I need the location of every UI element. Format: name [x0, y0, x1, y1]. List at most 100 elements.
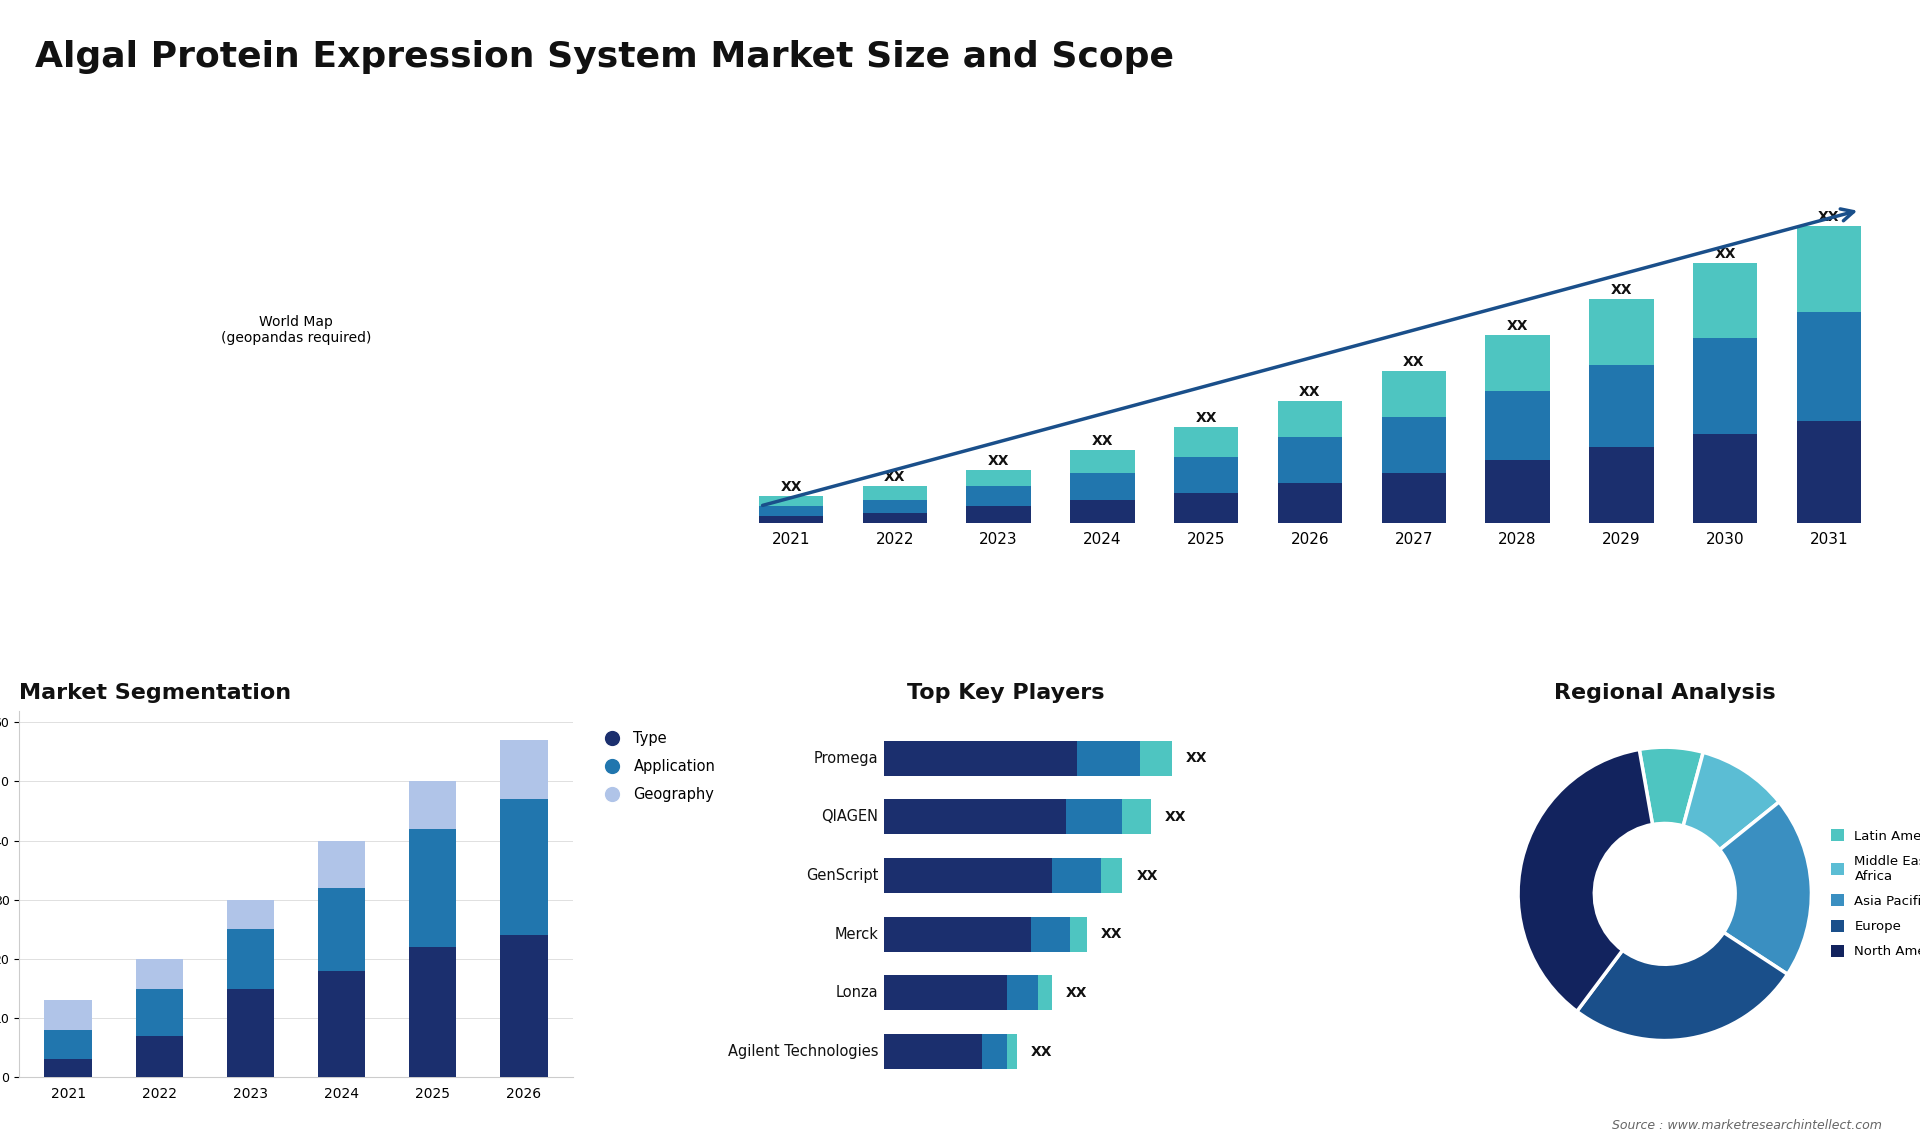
- Text: Promega: Promega: [814, 751, 877, 766]
- Bar: [883, 1034, 981, 1069]
- Bar: [862, 500, 927, 512]
- Wedge shape: [1684, 752, 1780, 850]
- Text: MARKET
RESEARCH
INTELLECT: MARKET RESEARCH INTELLECT: [1778, 46, 1832, 76]
- Bar: [883, 800, 1066, 834]
- Wedge shape: [1576, 933, 1788, 1041]
- Bar: [227, 900, 275, 929]
- Bar: [1039, 975, 1052, 1011]
- Text: XX: XX: [1164, 810, 1187, 824]
- Bar: [883, 858, 1052, 893]
- Bar: [1173, 493, 1238, 523]
- Bar: [1797, 312, 1860, 421]
- Bar: [136, 989, 182, 1036]
- Bar: [1031, 917, 1069, 951]
- Text: XX: XX: [1196, 411, 1217, 425]
- Bar: [1693, 338, 1757, 433]
- Bar: [409, 829, 457, 947]
- Text: Lonza: Lonza: [835, 986, 877, 1000]
- Bar: [966, 507, 1031, 523]
- Bar: [44, 1030, 92, 1060]
- Bar: [136, 1036, 182, 1077]
- Bar: [883, 740, 1077, 776]
- Bar: [883, 917, 1031, 951]
- Wedge shape: [1519, 749, 1653, 1011]
- Bar: [227, 929, 275, 989]
- Bar: [1279, 484, 1342, 523]
- Bar: [1006, 1034, 1018, 1069]
- Bar: [1052, 858, 1102, 893]
- Bar: [227, 989, 275, 1077]
- Bar: [1279, 401, 1342, 437]
- Bar: [883, 975, 1006, 1011]
- Text: XX: XX: [1185, 751, 1208, 766]
- Text: XX: XX: [1818, 211, 1839, 225]
- Text: XX: XX: [1300, 385, 1321, 399]
- Bar: [758, 496, 824, 507]
- Bar: [1069, 473, 1135, 500]
- Bar: [1382, 417, 1446, 473]
- Text: World Map
(geopandas required): World Map (geopandas required): [221, 315, 371, 345]
- Bar: [1382, 473, 1446, 523]
- Text: XX: XX: [1092, 434, 1114, 448]
- Bar: [136, 959, 182, 989]
- Text: XX: XX: [1507, 319, 1528, 333]
- Bar: [1102, 858, 1123, 893]
- Bar: [319, 888, 365, 971]
- Bar: [1140, 740, 1171, 776]
- Bar: [1069, 450, 1135, 473]
- Text: GenScript: GenScript: [806, 868, 877, 884]
- Wedge shape: [1720, 802, 1811, 974]
- Text: Merck: Merck: [835, 927, 877, 942]
- Bar: [409, 947, 457, 1077]
- Text: Algal Protein Expression System Market Size and Scope: Algal Protein Expression System Market S…: [35, 40, 1173, 74]
- Text: XX: XX: [1404, 355, 1425, 369]
- Bar: [1797, 421, 1860, 523]
- Bar: [862, 512, 927, 523]
- Text: XX: XX: [883, 470, 906, 485]
- Text: XX: XX: [1137, 869, 1158, 882]
- Text: XX: XX: [1031, 1044, 1052, 1059]
- Bar: [501, 799, 547, 935]
- Bar: [319, 971, 365, 1077]
- Text: XX: XX: [780, 480, 803, 494]
- Text: Market Segmentation: Market Segmentation: [19, 683, 292, 704]
- Bar: [409, 782, 457, 829]
- Bar: [1123, 800, 1150, 834]
- Bar: [1486, 391, 1549, 460]
- Bar: [1279, 437, 1342, 484]
- Bar: [758, 516, 824, 523]
- Bar: [1693, 262, 1757, 338]
- Legend: Latin America, Middle East &
Africa, Asia Pacific, Europe, North America: Latin America, Middle East & Africa, Asi…: [1826, 824, 1920, 964]
- Bar: [1797, 227, 1860, 312]
- Bar: [501, 740, 547, 799]
- Text: XX: XX: [1066, 986, 1087, 1000]
- Text: Agilent Technologies: Agilent Technologies: [728, 1044, 877, 1059]
- Wedge shape: [1640, 747, 1703, 826]
- Bar: [1173, 457, 1238, 493]
- Bar: [862, 486, 927, 500]
- Text: XX: XX: [1611, 283, 1632, 297]
- Bar: [1382, 371, 1446, 417]
- Bar: [501, 935, 547, 1077]
- Bar: [1693, 433, 1757, 523]
- Bar: [1590, 299, 1653, 364]
- Text: XX: XX: [1102, 927, 1123, 941]
- Bar: [44, 1000, 92, 1030]
- Bar: [758, 507, 824, 516]
- Bar: [1069, 917, 1087, 951]
- Bar: [1006, 975, 1039, 1011]
- Polygon shape: [1636, 31, 1697, 104]
- Bar: [1590, 447, 1653, 523]
- Bar: [1486, 460, 1549, 523]
- Bar: [1077, 740, 1140, 776]
- Title: Top Key Players: Top Key Players: [906, 683, 1104, 704]
- Title: Regional Analysis: Regional Analysis: [1553, 683, 1776, 704]
- Bar: [1069, 500, 1135, 523]
- Bar: [966, 486, 1031, 507]
- Bar: [981, 1034, 1006, 1069]
- Bar: [966, 470, 1031, 486]
- Bar: [1066, 800, 1123, 834]
- Bar: [44, 1060, 92, 1077]
- Bar: [1173, 427, 1238, 457]
- Bar: [1590, 364, 1653, 447]
